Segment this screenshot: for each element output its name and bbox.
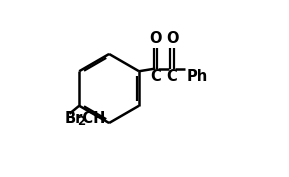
- Text: 2: 2: [77, 115, 85, 128]
- Text: Ph: Ph: [186, 69, 208, 84]
- Text: BrCH: BrCH: [64, 111, 105, 126]
- Text: C: C: [150, 69, 161, 84]
- Text: O: O: [166, 31, 178, 46]
- Text: C: C: [167, 69, 177, 84]
- Text: O: O: [149, 31, 162, 46]
